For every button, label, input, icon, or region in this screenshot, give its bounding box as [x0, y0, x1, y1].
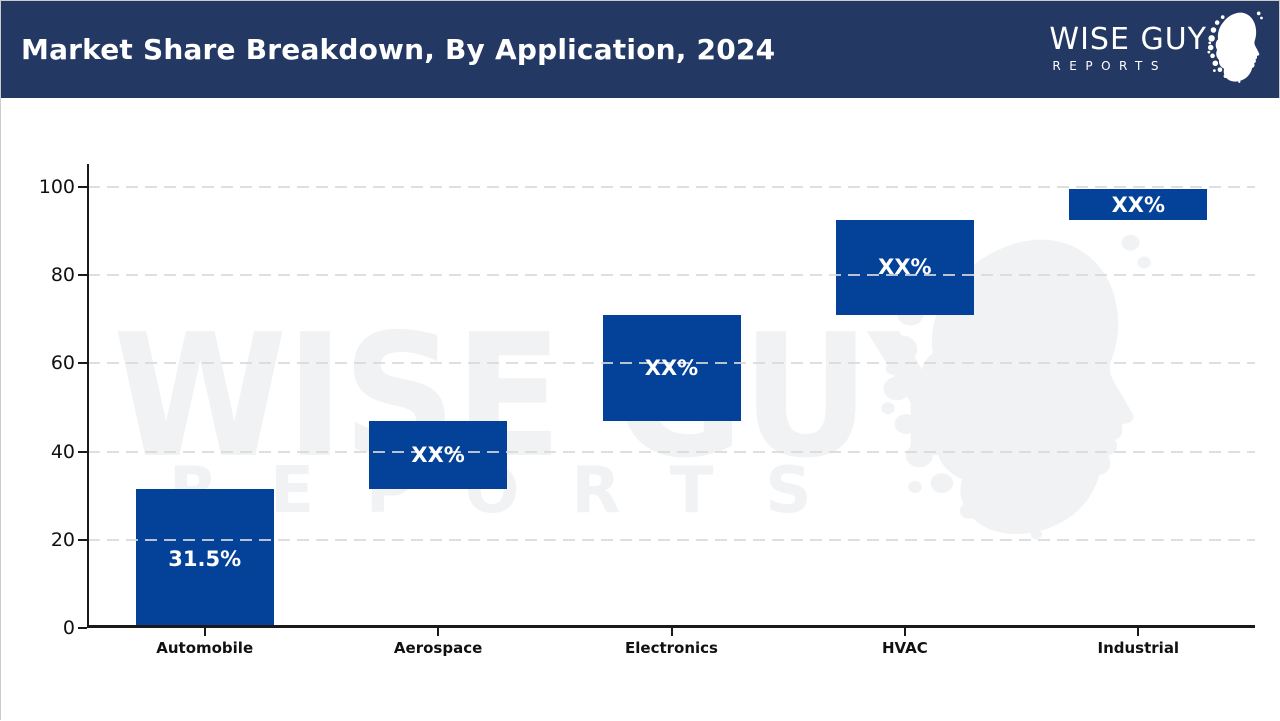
- y-tick: [78, 450, 87, 453]
- x-tick: [1137, 628, 1140, 636]
- y-tick: [78, 538, 87, 541]
- x-tick-label: Industrial: [1097, 639, 1180, 657]
- bar: [602, 314, 741, 421]
- x-tick-label: Electronics: [625, 639, 718, 657]
- gridline: [88, 362, 1255, 365]
- x-tick: [903, 628, 906, 636]
- y-tick-label: 0: [62, 617, 75, 639]
- bar-value-label: XX%: [1111, 192, 1166, 217]
- logo-text: WISE GUY REPORTS: [1049, 22, 1207, 74]
- bar: [135, 489, 274, 628]
- wiseguy-logo: WISE GUY REPORTS: [1049, 8, 1267, 88]
- logo-wordmark: WISE GUY: [1049, 22, 1207, 57]
- bar-value-label: 31.5%: [168, 546, 242, 571]
- x-tick-label: Aerospace: [393, 639, 483, 657]
- wiseguy-face-icon: [1207, 11, 1263, 83]
- bar: [369, 420, 508, 490]
- gridline: [88, 538, 1255, 541]
- gridline: [88, 450, 1255, 453]
- bar-value-label: XX%: [878, 255, 932, 280]
- chart-area: WISE GUY REPORTS 0 20 40 60 80 100 31.5% Automo…: [1, 98, 1280, 721]
- bar-value-label: XX%: [644, 355, 699, 380]
- y-tick-label: 100: [38, 176, 75, 198]
- y-tick: [78, 186, 87, 188]
- y-tick-label: 60: [50, 352, 75, 375]
- y-tick: [78, 274, 87, 277]
- gridline: [88, 274, 1255, 277]
- y-tick-label: 80: [50, 264, 75, 287]
- x-tick-label: HVAC: [882, 639, 928, 657]
- y-tick-label: 40: [50, 440, 75, 463]
- bar: [835, 220, 974, 315]
- y-tick: [78, 627, 87, 629]
- x-tick-label: Automobile: [156, 639, 254, 657]
- bar: [1069, 189, 1208, 221]
- y-axis-line: [87, 164, 89, 628]
- watermark-wordmark: WISE GUY: [113, 298, 983, 496]
- x-tick: [437, 628, 440, 636]
- y-tick: [78, 362, 87, 365]
- header-bar: Market Share Breakdown, By Application, …: [1, 1, 1279, 98]
- logo-subtitle: REPORTS: [1052, 59, 1167, 73]
- x-tick: [670, 628, 673, 636]
- x-axis-line: [87, 625, 1255, 628]
- gridline: [88, 186, 1255, 188]
- page-title: Market Share Breakdown, By Application, …: [21, 33, 776, 66]
- bar-value-label: XX%: [411, 442, 465, 467]
- y-tick-label: 20: [50, 528, 75, 551]
- x-tick: [203, 628, 206, 636]
